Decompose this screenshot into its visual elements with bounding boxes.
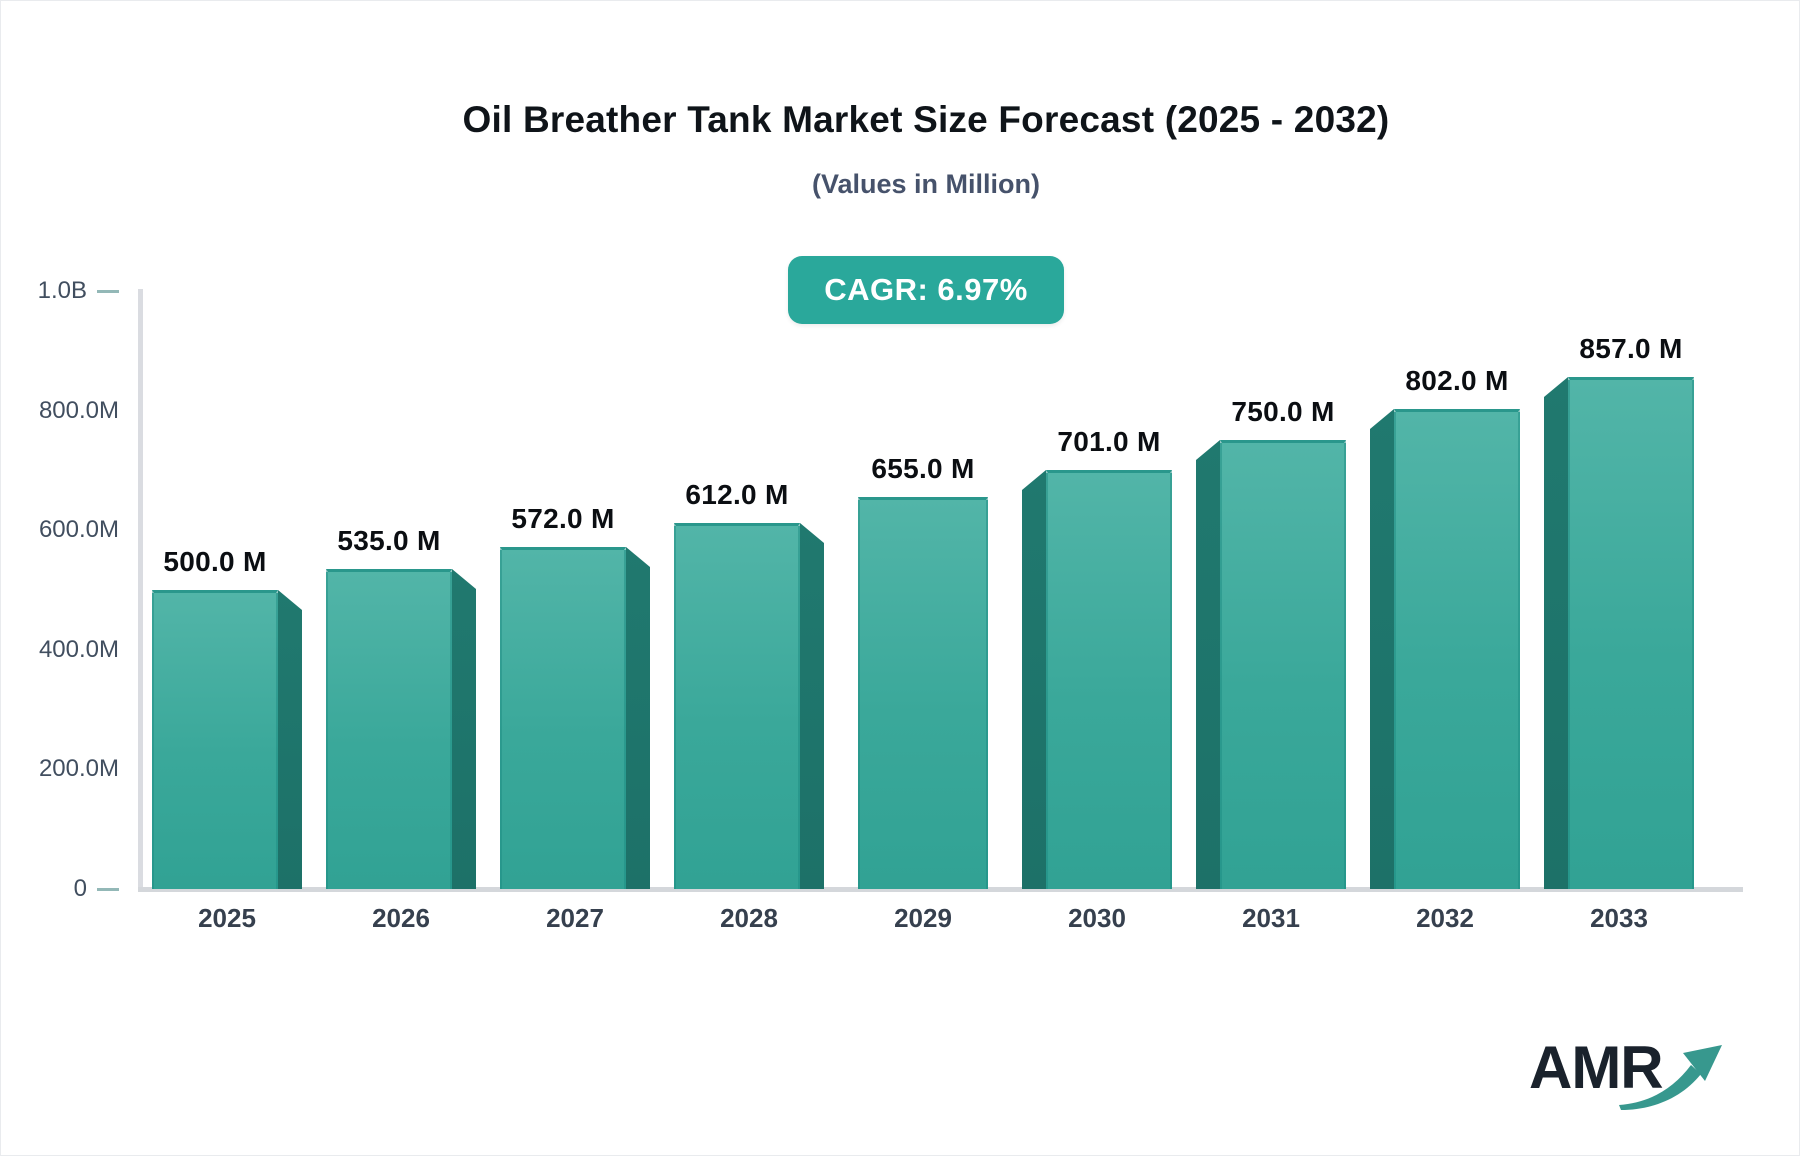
bar-2030[interactable] (1022, 470, 1172, 889)
bar-2025[interactable] (152, 590, 302, 889)
y-tick-text: 200.0M (38, 755, 119, 783)
bar-2026[interactable] (326, 569, 476, 889)
x-axis-line (138, 887, 1743, 892)
y-tick-text: 0 (73, 875, 87, 902)
y-tick-dash (97, 289, 119, 293)
y-axis-tick-label: 400.0M (1, 635, 119, 665)
growth-arrow-icon (1619, 1045, 1722, 1110)
bar-value-label: 701.0 M (1057, 426, 1161, 457)
bar-2029[interactable] (858, 497, 988, 889)
y-tick-text: 600.0M (38, 516, 119, 544)
y-tick-text: 400.0M (38, 635, 119, 663)
bar-value-label: 535.0 M (337, 525, 441, 556)
x-axis-label-2026: 2026 (372, 903, 430, 933)
bar-value-label: 612.0 M (685, 479, 789, 510)
x-axis-label-2033: 2033 (1590, 903, 1648, 933)
y-axis-line (138, 289, 143, 891)
x-axis-label-2029: 2029 (894, 903, 952, 933)
bar-face (858, 497, 988, 889)
x-axis-label-2027: 2027 (546, 903, 604, 933)
bar-value-label: 655.0 M (871, 453, 975, 484)
bar-side-3d (452, 569, 476, 889)
y-tick-text: 800.0M (38, 396, 119, 424)
x-axis-label-2025: 2025 (198, 903, 256, 933)
y-axis-tick-label: 0 (1, 874, 119, 904)
chart-subtitle: (Values in Million) (811, 169, 1041, 199)
bar-value-label: 802.0 M (1405, 365, 1509, 396)
bar-side-3d (1544, 377, 1568, 889)
bar-side-3d (800, 523, 824, 889)
bar-side-3d (1196, 440, 1220, 889)
x-axis-label-2032: 2032 (1416, 903, 1474, 933)
bar-face (326, 569, 452, 889)
x-axis-label-2030: 2030 (1068, 903, 1126, 933)
bar-side-3d (1022, 470, 1046, 889)
bar-value-label: 500.0 M (163, 546, 267, 577)
bar-face (500, 547, 626, 889)
bar-2028[interactable] (674, 523, 824, 889)
y-tick-dash (97, 887, 119, 891)
x-axis-label-2028: 2028 (720, 903, 778, 933)
bar-2031[interactable] (1196, 440, 1346, 889)
cagr-badge: CAGR: 6.97% (788, 256, 1064, 324)
bar-face (674, 523, 800, 889)
bar-face (152, 590, 278, 889)
amr-logo-text: AMR (1529, 1034, 1664, 1101)
y-axis-tick-label: 1.0B (1, 276, 119, 306)
bar-side-3d (278, 590, 302, 889)
amr-logo: AMR (1529, 1034, 1722, 1117)
chart-title: Oil Breather Tank Market Size Forecast (… (462, 99, 1390, 140)
y-axis-tick-label: 800.0M (1, 396, 119, 426)
bar-face (1568, 377, 1694, 889)
bar-side-3d (626, 547, 650, 889)
bar-value-label: 572.0 M (511, 503, 615, 534)
bar-face (1046, 470, 1172, 889)
bar-face (1394, 409, 1520, 889)
bar-2033[interactable] (1544, 377, 1694, 889)
bar-value-label: 857.0 M (1579, 333, 1683, 364)
bar-2032[interactable] (1370, 409, 1520, 889)
bar-face (1220, 440, 1346, 889)
bar-2027[interactable] (500, 547, 650, 889)
bar-side-3d (1370, 409, 1394, 889)
y-axis-tick-label: 600.0M (1, 515, 119, 545)
y-tick-text: 1.0B (37, 277, 87, 304)
bar-value-label: 750.0 M (1231, 396, 1335, 427)
x-axis-label-2031: 2031 (1242, 903, 1300, 933)
y-axis-tick-label: 200.0M (1, 754, 119, 784)
